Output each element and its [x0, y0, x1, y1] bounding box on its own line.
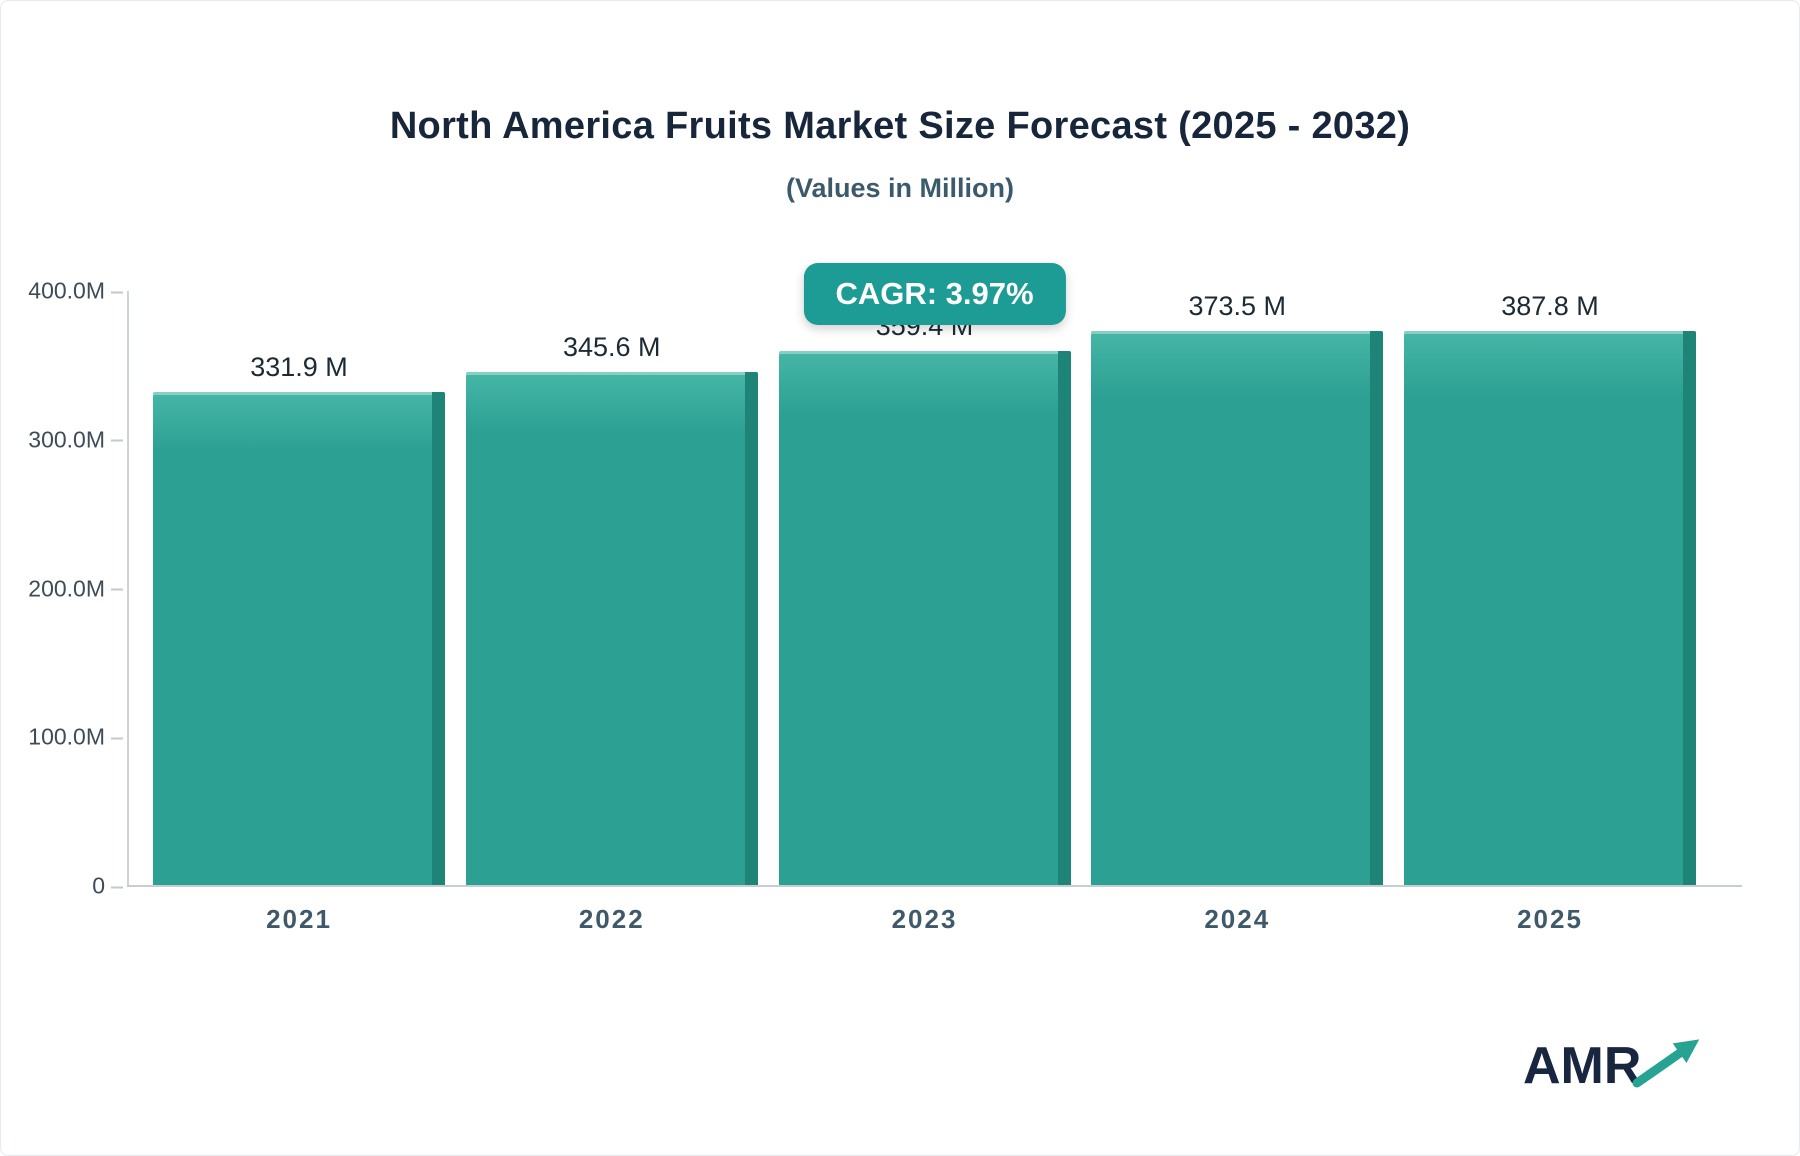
bar-2021	[153, 392, 445, 886]
amr-logo-graphic: AMR	[1523, 1037, 1700, 1095]
y-tick-0: 0	[11, 873, 123, 900]
amr-logo-text: AMR	[1523, 1037, 1641, 1095]
bar-series: 331.9 M 345.6 M 359.4 M 373.5 M 387.8 M	[129, 291, 1742, 887]
x-label-2025: 2025	[1517, 904, 1583, 934]
bar-group-2023: 359.4 M	[778, 291, 1071, 886]
bar-2024	[1091, 331, 1384, 886]
x-label-2022: 2022	[578, 904, 645, 934]
amr-logo: AMR	[1523, 1029, 1713, 1101]
bar-2023	[778, 351, 1071, 886]
x-label-2021: 2021	[266, 904, 332, 934]
bar-value-label: 345.6 M	[562, 331, 661, 362]
bar-group-2025: 387.8 M	[1404, 291, 1696, 886]
chart-subtitle: (Values in Million)	[785, 173, 1015, 203]
cagr-badge: CAGR: 3.97%	[803, 263, 1066, 325]
x-axis-labels: 2021 2022 2023 2024 2025	[129, 904, 1742, 935]
bar-value-label: 373.5 M	[1188, 291, 1287, 321]
growth-arrow-icon	[1632, 1039, 1700, 1088]
bar-value-label: 331.9 M	[250, 352, 348, 383]
chart-title: North America Fruits Market Size Forecas…	[389, 105, 1411, 147]
y-tick-200: 200.0M	[11, 575, 123, 602]
bar-group-2022: 345.6 M	[465, 291, 758, 887]
bar-group-2021: 331.9 M	[153, 291, 445, 886]
bar-2025	[1404, 331, 1696, 886]
x-label-2024: 2024	[1204, 904, 1271, 934]
bar-value-label: 387.8 M	[1501, 291, 1599, 321]
y-axis-line	[127, 291, 129, 886]
bar-2022	[465, 371, 758, 887]
y-tick-400: 400.0M	[11, 278, 123, 305]
x-axis-line	[127, 885, 1742, 887]
x-label-2023: 2023	[891, 904, 958, 934]
plot-area: 400.0M 300.0M 200.0M 100.0M 0 331.9 M 34…	[28, 263, 1742, 899]
y-tick-100: 100.0M	[11, 724, 123, 751]
y-tick-300: 300.0M	[11, 426, 123, 453]
bar-group-2024: 373.5 M	[1091, 291, 1384, 886]
